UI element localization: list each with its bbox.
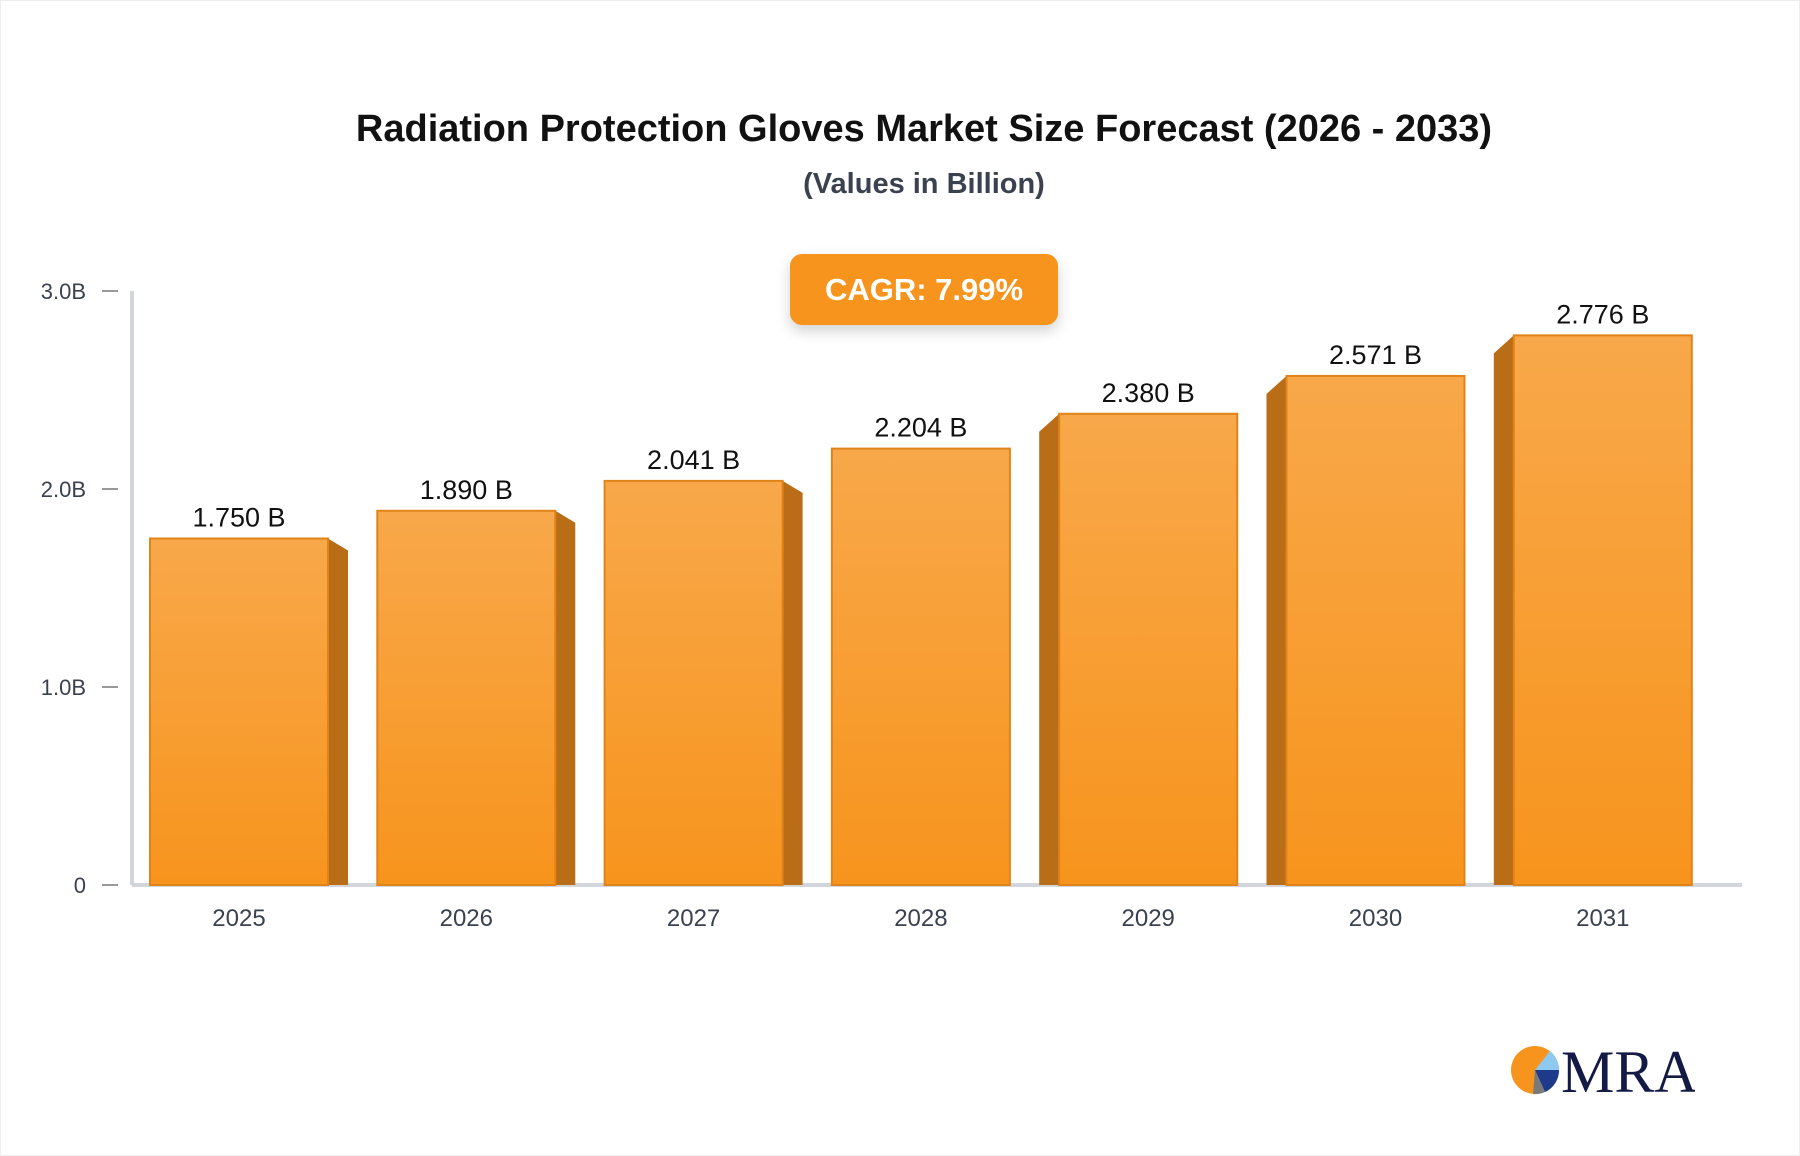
x-tick-label: 2031 <box>1576 905 1629 932</box>
bar <box>149 537 329 886</box>
bar <box>830 447 1011 886</box>
bar <box>603 479 784 886</box>
bar-side <box>555 510 576 885</box>
x-tick-label: 2025 <box>212 905 265 932</box>
x-tick-label: 2027 <box>667 905 720 932</box>
bar <box>376 509 557 886</box>
bar-side <box>782 480 803 885</box>
bar-group: 2.380 B 2029 <box>1039 378 1239 932</box>
bar <box>1285 374 1466 886</box>
bar-group: 2.041 B 2027 <box>603 445 803 932</box>
x-tick-label: 2026 <box>440 905 493 932</box>
data-label: 1.890 B <box>420 475 513 505</box>
bar-group: 1.890 B 2026 <box>376 475 576 932</box>
y-tick-label: 0 <box>74 873 86 898</box>
data-label: 2.041 B <box>647 445 740 475</box>
bar-group: 1.750 B 2025 <box>149 503 348 932</box>
bar-side <box>1039 413 1060 885</box>
svg-text:MRA: MRA <box>1561 1040 1695 1100</box>
bar-group: 2.776 B 2031 <box>1493 299 1693 932</box>
data-label: 2.571 B <box>1329 340 1422 370</box>
y-tick-label: 2.0B <box>41 477 86 502</box>
bar-side <box>1493 335 1514 885</box>
bar <box>1058 412 1239 886</box>
data-label: 1.750 B <box>192 503 285 533</box>
chart-title: Radiation Protection Gloves Market Size … <box>355 108 1493 150</box>
x-tick-label: 2029 <box>1122 905 1175 932</box>
x-tick-label: 2030 <box>1349 905 1402 932</box>
bar-side <box>1266 375 1287 885</box>
bar-group: 2.571 B 2030 <box>1266 340 1466 932</box>
bar <box>1512 334 1693 886</box>
bar-side <box>328 538 348 885</box>
y-tick-label: 1.0B <box>41 675 86 700</box>
bar-group: 2.204 B 2028 <box>830 413 1011 932</box>
y-tick-label: 3.0B <box>41 279 86 304</box>
data-label: 2.380 B <box>1102 378 1195 408</box>
mra-logo: MRA <box>1511 1040 1695 1100</box>
data-label: 2.776 B <box>1556 299 1649 329</box>
cagr-badge: CAGR: 7.99% <box>790 254 1058 325</box>
chart-subtitle: (Values in Billion) <box>803 168 1045 200</box>
data-label: 2.204 B <box>874 413 967 443</box>
x-tick-label: 2028 <box>894 905 947 932</box>
